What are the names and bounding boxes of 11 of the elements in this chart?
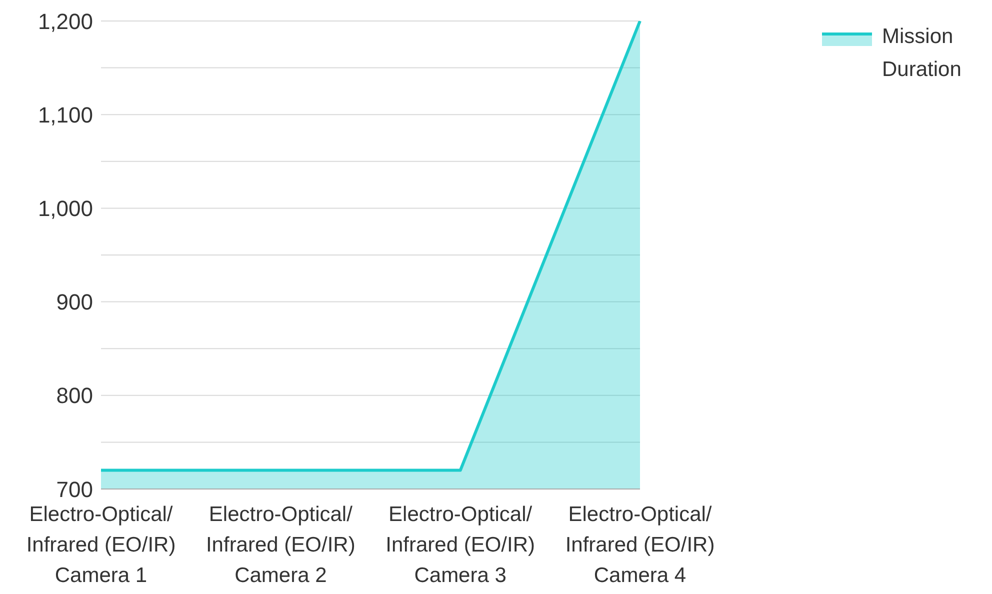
legend-label: Mission Duration [882,24,962,83]
y-tick-label: 1,200 [38,8,93,34]
y-tick-label: 1,000 [38,196,93,222]
y-tick-label: 900 [56,290,93,315]
y-tick-label: 1,100 [38,102,93,128]
x-tick-label: Electro-Optical/Infrared (EO/IR) Camera 2 [206,502,356,587]
x-tick-label: Electro-Optical/Infrared (EO/IR) Camera 3 [386,502,536,587]
y-tick-label: 700 [56,476,93,502]
x-tick-label: Electro-Optical/Infrared (EO/IR) Camera 4 [565,502,715,587]
y-tick-label: 800 [56,383,93,408]
x-tick-label: Electro-Optical/Infrared (EO/IR) Camera 1 [26,502,176,587]
